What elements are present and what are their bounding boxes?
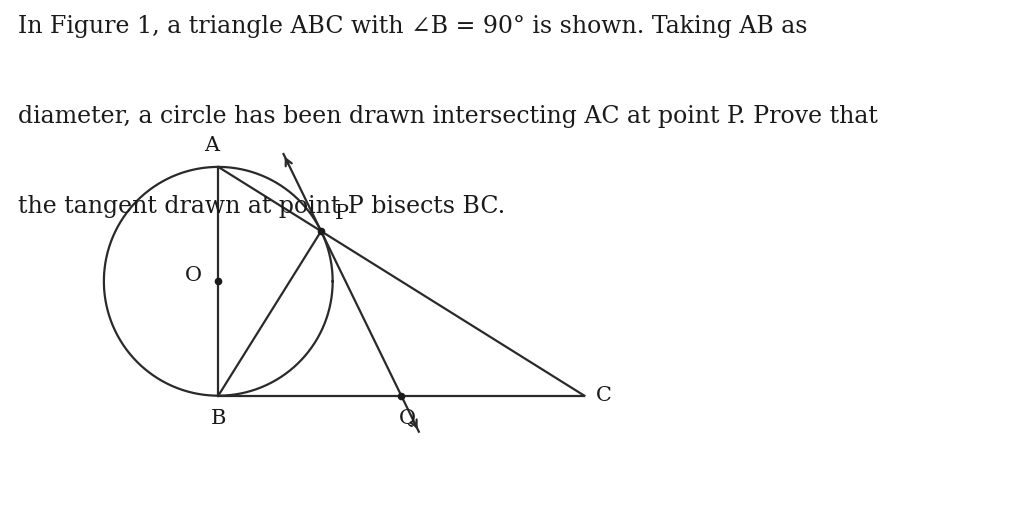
Text: C: C (596, 386, 611, 405)
Text: the tangent drawn at point P bisects BC.: the tangent drawn at point P bisects BC. (18, 195, 506, 218)
Text: Q: Q (398, 410, 416, 429)
Text: In Figure 1, a triangle ABC with ∠B = 90° is shown. Taking AB as: In Figure 1, a triangle ABC with ∠B = 90… (18, 15, 808, 38)
Text: P: P (335, 204, 349, 223)
Text: A: A (204, 137, 219, 156)
Text: diameter, a circle has been drawn intersecting AC at point P. Prove that: diameter, a circle has been drawn inters… (18, 105, 879, 128)
Text: O: O (184, 266, 202, 285)
Text: B: B (211, 410, 226, 429)
